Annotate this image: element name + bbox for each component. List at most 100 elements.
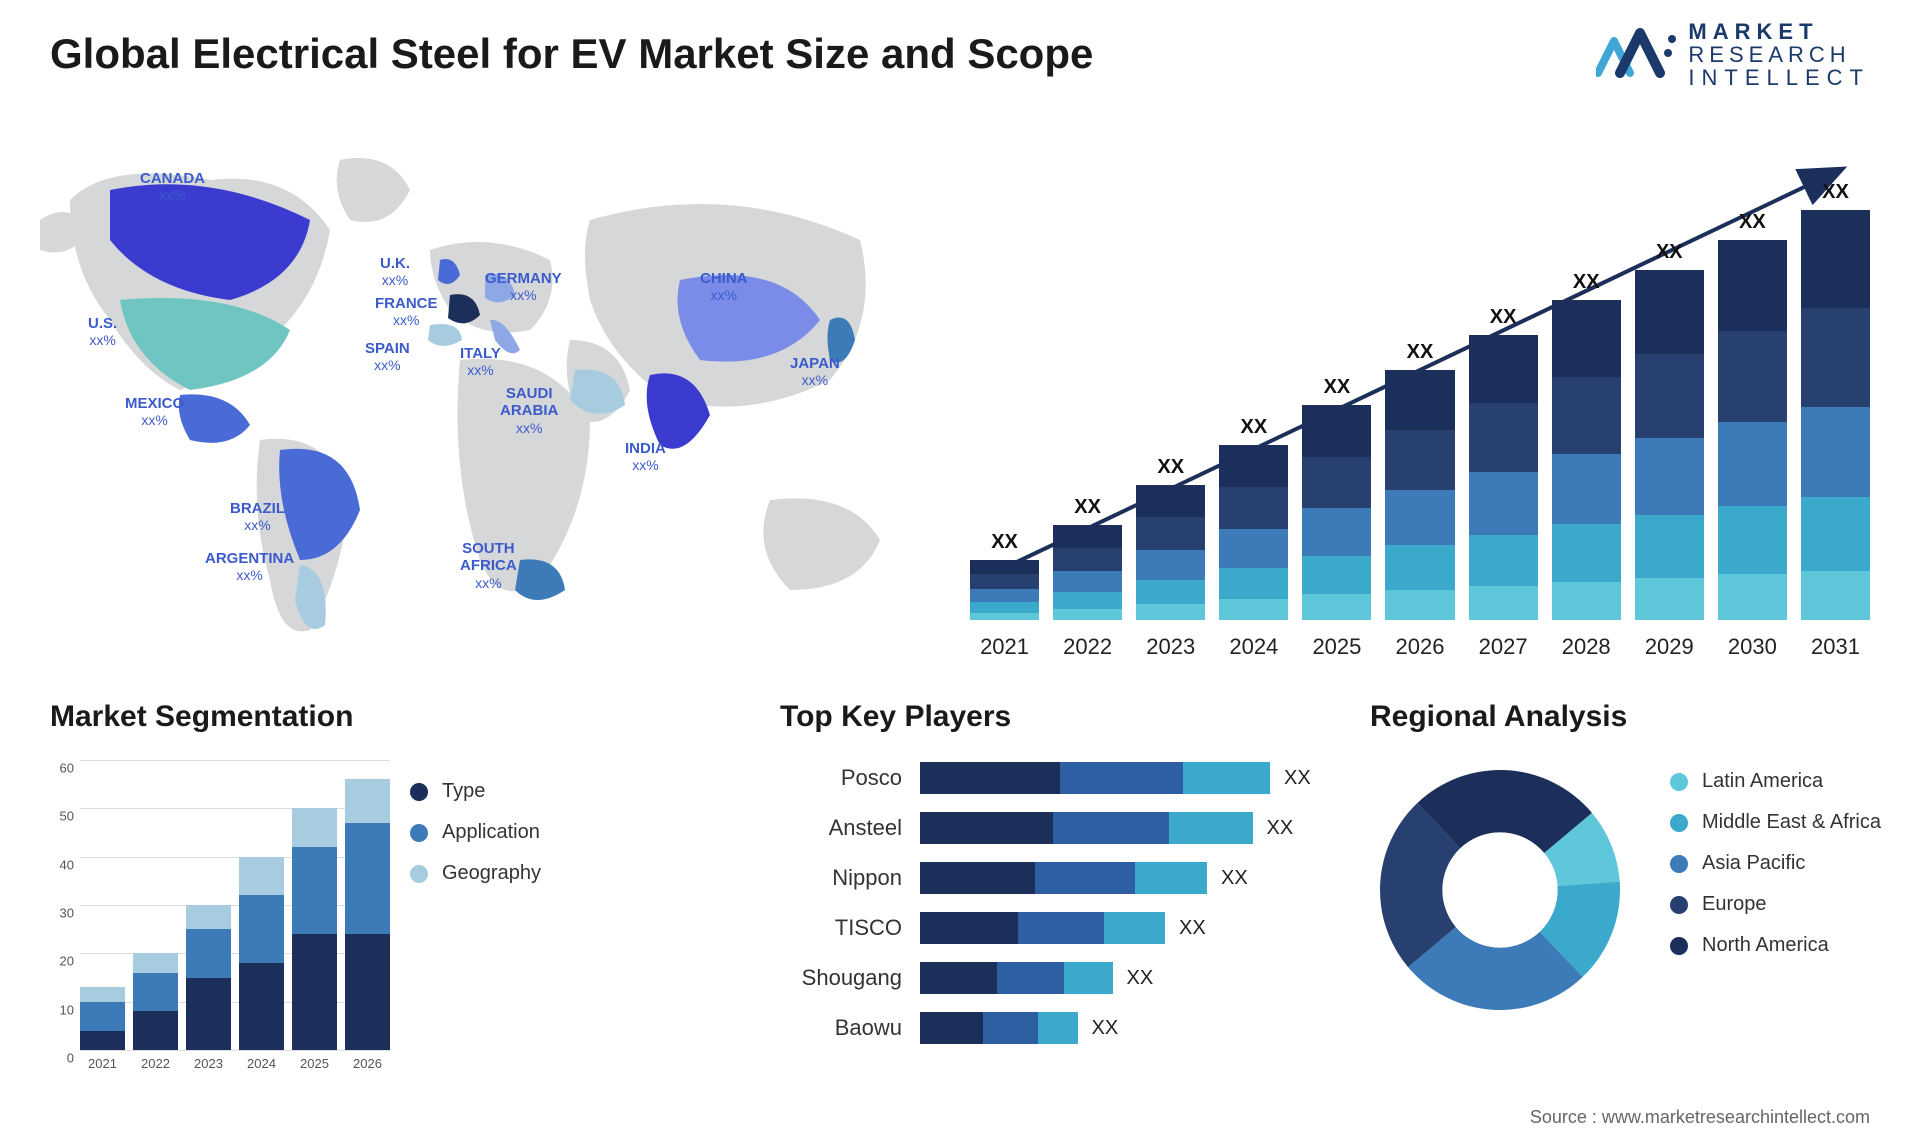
seg-bar-segment <box>239 963 284 1050</box>
mainbar-seg <box>970 574 1039 588</box>
regional-section: Regional Analysis Latin AmericaMiddle Ea… <box>1370 700 1890 1100</box>
legend-item: North America <box>1670 934 1881 957</box>
mainbar-seg <box>1552 582 1621 620</box>
map-label-saudi-arabia: SAUDIARABIAxx% <box>500 385 558 436</box>
mainbar-seg <box>970 602 1039 613</box>
player-row: AnsteelXX <box>780 810 1330 846</box>
mainbar-seg <box>1469 535 1538 586</box>
mainbar-seg <box>1385 370 1454 430</box>
legend-item: Europe <box>1670 893 1881 916</box>
player-bar-seg <box>1060 762 1183 794</box>
segmentation-chart: 0102030405060 202120222023202420252026 <box>50 760 390 1080</box>
players-title: Top Key Players <box>780 700 1330 734</box>
mainbar-year-label: 2028 <box>1552 634 1621 660</box>
mainbar-seg <box>1552 300 1621 377</box>
mainbar-seg <box>1385 490 1454 545</box>
seg-ytick: 10 <box>60 1002 74 1017</box>
player-bar-seg <box>1104 912 1165 944</box>
seg-ytick: 0 <box>67 1051 74 1066</box>
seg-bar-segment <box>80 1002 125 1031</box>
mainbar-seg <box>1718 574 1787 620</box>
seg-bar-segment <box>80 987 125 1002</box>
mainbar-seg <box>1053 548 1122 571</box>
seg-col-2024 <box>239 857 284 1050</box>
seg-year-label: 2026 <box>345 1056 390 1080</box>
mainbar-seg <box>1302 457 1371 509</box>
mainbar-seg <box>1136 517 1205 549</box>
seg-bar-segment <box>80 1031 125 1050</box>
seg-bar-segment <box>292 934 337 1050</box>
mainbar-year-label: 2026 <box>1385 634 1454 660</box>
mainbar-seg <box>1718 240 1787 331</box>
legend-swatch-icon <box>410 783 428 801</box>
seg-col-2025 <box>292 808 337 1050</box>
mainbar-year-label: 2021 <box>970 634 1039 660</box>
legend-swatch-icon <box>1670 855 1688 873</box>
seg-gridline <box>80 1050 390 1051</box>
mainbar-col-2025: XX <box>1302 376 1371 620</box>
mainbar-seg <box>1801 407 1870 497</box>
legend-item: Asia Pacific <box>1670 852 1881 875</box>
players-section: Top Key Players PoscoXXAnsteelXXNipponXX… <box>780 700 1330 1100</box>
mainbar-col-2024: XX <box>1219 416 1288 620</box>
player-bar <box>920 912 1165 944</box>
player-value: XX <box>1284 767 1311 790</box>
seg-col-2022 <box>133 953 178 1050</box>
seg-bar-segment <box>133 953 178 972</box>
mainbar-seg <box>1219 599 1288 620</box>
player-bar-seg <box>920 812 1053 844</box>
mainbar-seg <box>1801 571 1870 620</box>
seg-bar-segment <box>345 934 390 1050</box>
legend-swatch-icon <box>1670 814 1688 832</box>
map-label-mexico: MEXICOxx% <box>125 395 184 428</box>
player-name: Posco <box>780 765 920 791</box>
legend-item: Type <box>410 780 541 803</box>
players-chart: PoscoXXAnsteelXXNipponXXTISCOXXShougangX… <box>780 760 1330 1060</box>
seg-ytick: 20 <box>60 954 74 969</box>
regional-legend: Latin AmericaMiddle East & AfricaAsia Pa… <box>1670 770 1881 975</box>
legend-swatch-icon <box>1670 896 1688 914</box>
player-value: XX <box>1267 817 1294 840</box>
mainbar-seg <box>1136 604 1205 620</box>
player-value: XX <box>1127 967 1154 990</box>
mainbar-year-label: 2022 <box>1053 634 1122 660</box>
player-bar-seg <box>920 962 997 994</box>
mainbar-year-label: 2030 <box>1718 634 1787 660</box>
map-label-france: FRANCExx% <box>375 295 438 328</box>
player-bar-seg <box>1183 762 1271 794</box>
mainbar-seg <box>1219 487 1288 529</box>
map-label-spain: SPAINxx% <box>365 340 410 373</box>
seg-year-label: 2022 <box>133 1056 178 1080</box>
mainbar-seg <box>1219 568 1288 600</box>
map-label-germany: GERMANYxx% <box>485 270 562 303</box>
player-row: Posco XX <box>780 760 1330 796</box>
mainbar-year-label: 2025 <box>1302 634 1371 660</box>
mainbar-year-label: 2027 <box>1469 634 1538 660</box>
player-bar-seg <box>1064 962 1112 994</box>
mainbar-seg <box>1635 270 1704 354</box>
mainbar-seg <box>1469 586 1538 620</box>
logo-text-line1: MARKET <box>1688 20 1870 43</box>
donut-hole <box>1442 832 1557 947</box>
mainbar-seg <box>1053 525 1122 548</box>
mainbar-value-label: XX <box>1074 496 1101 519</box>
player-bar-seg <box>997 962 1064 994</box>
seg-bar-segment <box>292 808 337 847</box>
player-value: XX <box>1221 867 1248 890</box>
legend-swatch-icon <box>410 865 428 883</box>
player-bar-seg <box>1018 912 1104 944</box>
mainbar-seg <box>1385 545 1454 590</box>
logo-mark-icon <box>1596 23 1676 87</box>
player-bar-seg <box>920 912 1018 944</box>
seg-bar-segment <box>239 895 284 963</box>
mainbar-seg <box>1718 422 1787 506</box>
mainbar-value-label: XX <box>991 531 1018 554</box>
mainbar-seg <box>1801 497 1870 571</box>
mainbar-seg <box>1552 524 1621 582</box>
seg-bar-segment <box>239 857 284 896</box>
mainbar-seg <box>1635 354 1704 438</box>
seg-col-2023 <box>186 905 231 1050</box>
seg-year-label: 2025 <box>292 1056 337 1080</box>
player-bar-seg <box>1038 1012 1077 1044</box>
mainbar-seg <box>1385 590 1454 620</box>
